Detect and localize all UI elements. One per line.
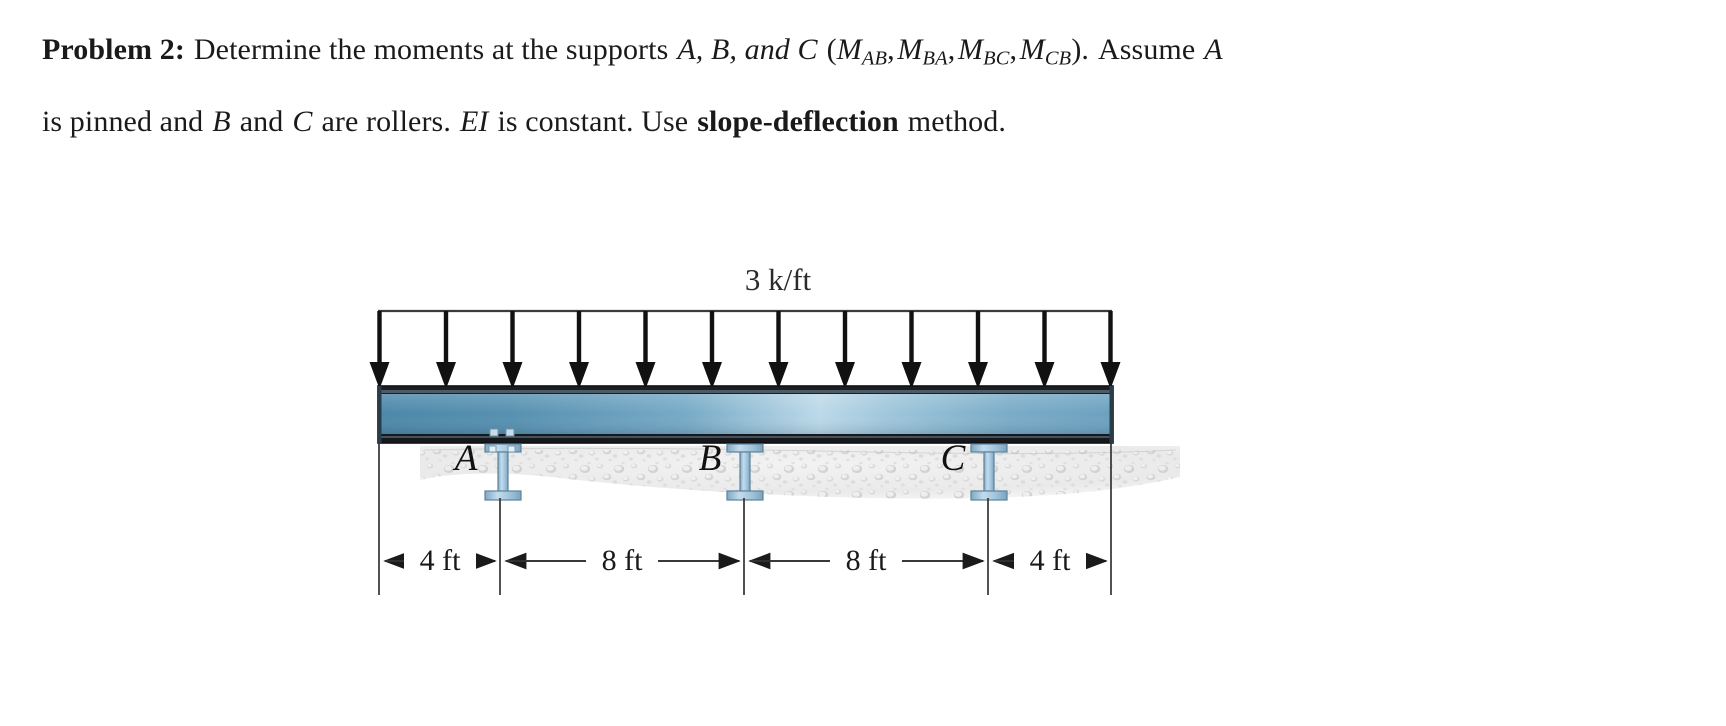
- line2-part-e: method.: [907, 105, 1006, 139]
- problem-statement: Problem 2: Determine the moments at the s…: [42, 18, 1682, 153]
- beam-bottom-highlight: [378, 436, 1113, 438]
- support-b-bottom-flange: [726, 490, 764, 501]
- support-b-web: [739, 451, 751, 495]
- support-a-bolt-right: [505, 428, 515, 437]
- support-b: B: [699, 438, 764, 501]
- problem-line1-text: Determine the moments at the supports: [193, 33, 669, 66]
- dim-label-3: 8 ft: [846, 544, 887, 577]
- moments-paren-close: ).: [1071, 33, 1090, 66]
- moment-m-ab-base: M: [836, 33, 862, 66]
- load-arrow: [968, 311, 988, 389]
- dim4-label-bg: [1014, 546, 1086, 574]
- dim1-label-bg: [404, 546, 476, 574]
- dim-label-2: 8 ft: [602, 544, 643, 577]
- support-a: A: [452, 428, 522, 501]
- support-a-plate-bolt-right: [507, 445, 516, 453]
- dimension-labels: 4 ft 8 ft 8 ft 4 ft: [404, 544, 1086, 577]
- moment-m-bc-base: M: [957, 33, 984, 66]
- support-c-web: [983, 451, 995, 495]
- moment-m-bc-sub: BC: [983, 47, 1010, 70]
- soil-top-line: [423, 447, 1177, 455]
- beam-web-shading: [378, 394, 1113, 434]
- beam: [377, 385, 1114, 444]
- moment-m-cb: MCB: [1019, 33, 1072, 70]
- dim-label-1-group: 4 ft: [404, 544, 476, 577]
- load-arrow: [768, 311, 789, 389]
- load-arrow: [702, 311, 722, 389]
- moment-m-ba-sub: BA: [922, 47, 948, 70]
- problem-label: Problem 2:: [42, 33, 185, 66]
- support-c-top-flange: [970, 443, 1008, 453]
- support-label-a: A: [452, 438, 478, 479]
- dim-label-2-group: 8 ft: [586, 544, 658, 577]
- moment-m-cb-base: M: [1019, 33, 1045, 66]
- moment-m-ba-base: M: [897, 33, 923, 66]
- dim3-label-bg: [830, 546, 902, 574]
- load-arrow: [635, 311, 656, 389]
- load-magnitude-label: 3 k/ft: [745, 262, 812, 297]
- support-a-bolt-left: [489, 428, 499, 437]
- support-a-plate-bolt-left: [488, 445, 497, 453]
- problem-line-1: Problem 2: Determine the moments at the s…: [42, 33, 1223, 70]
- beam-bottom-flange: [378, 434, 1113, 443]
- dim-label-4: 4 ft: [1030, 544, 1071, 577]
- beam-left-end: [378, 386, 382, 443]
- line2-part-b: and: [239, 105, 284, 139]
- moments-paren-open: (: [826, 33, 837, 66]
- dim-label-4-group: 4 ft: [1014, 544, 1086, 577]
- load-arrow: [569, 311, 589, 389]
- assume-var-a: A: [1204, 33, 1223, 66]
- method-name: slope-deflection: [697, 105, 899, 139]
- moment-m-bc: MBC: [957, 33, 1010, 70]
- line2-var-c: C: [292, 105, 313, 139]
- line2-part-a: is pinned and: [42, 105, 204, 139]
- support-c-bottom-flange: [970, 490, 1008, 501]
- line2-var-b: B: [212, 105, 231, 139]
- load-arrow: [1100, 311, 1121, 389]
- load-arrow: [901, 311, 922, 389]
- beam-diagram-svg: 3 k/ft A B: [369, 262, 1180, 595]
- moment-m-cb-sub: CB: [1044, 47, 1072, 70]
- ground-soil: [420, 446, 1180, 499]
- line2-part-d: is constant. Use: [497, 105, 689, 139]
- moment-m-ba: MBA: [897, 33, 948, 70]
- load-arrow: [1034, 311, 1055, 389]
- beam-diagram: 3 k/ft A B: [0, 150, 1726, 720]
- dim-label-1: 4 ft: [420, 544, 461, 577]
- moment-m-ab: MAB: [836, 33, 888, 70]
- load-arrows: [369, 311, 1121, 389]
- moment-m-ab-sub: AB: [861, 47, 888, 70]
- line2-var-ei: EI: [459, 105, 489, 139]
- support-a-web: [497, 451, 509, 495]
- support-b-top-flange: [726, 443, 764, 453]
- dim-label-3-group: 8 ft: [830, 544, 902, 577]
- load-arrow: [436, 311, 456, 389]
- supports-list: A, B, and C: [677, 33, 818, 66]
- load-arrow: [369, 311, 390, 389]
- load-arrow: [502, 311, 523, 389]
- dim2-label-bg: [586, 546, 658, 574]
- support-label-c: C: [941, 438, 967, 479]
- assume-text: Assume: [1098, 33, 1196, 66]
- load-arrow: [835, 311, 855, 389]
- support-label-b: B: [699, 438, 722, 479]
- beam-right-end: [1109, 386, 1113, 443]
- line2-part-c: are rollers.: [321, 105, 451, 139]
- distributed-load: 3 k/ft: [369, 262, 1121, 389]
- support-c: C: [941, 438, 1008, 501]
- support-a-bottom-flange: [484, 490, 522, 501]
- beam-top-highlight: [378, 390, 1113, 393]
